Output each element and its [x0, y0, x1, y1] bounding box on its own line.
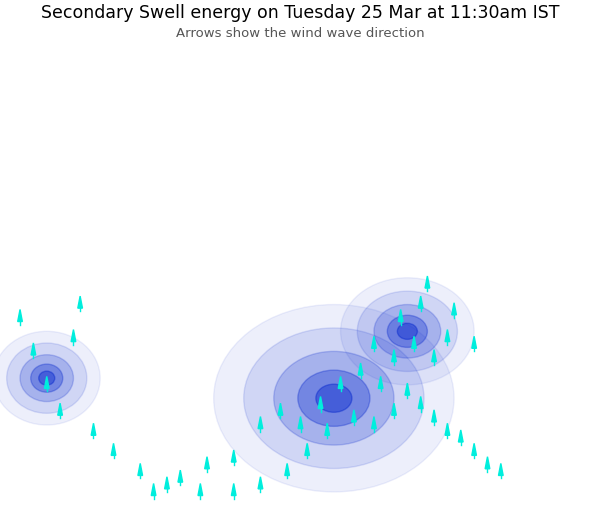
Text: Arrows show the wind wave direction: Arrows show the wind wave direction [176, 28, 425, 40]
Polygon shape [485, 457, 490, 469]
Polygon shape [352, 410, 356, 422]
Polygon shape [231, 483, 236, 496]
Polygon shape [338, 376, 343, 389]
Polygon shape [432, 410, 436, 422]
Polygon shape [459, 430, 463, 442]
Ellipse shape [387, 315, 427, 347]
Ellipse shape [244, 328, 424, 468]
Ellipse shape [374, 305, 441, 358]
Ellipse shape [341, 278, 474, 385]
Polygon shape [138, 463, 142, 476]
Polygon shape [371, 336, 376, 348]
Ellipse shape [274, 351, 394, 445]
Polygon shape [425, 276, 430, 288]
Polygon shape [71, 330, 76, 342]
Polygon shape [418, 296, 423, 308]
Polygon shape [378, 376, 383, 389]
Polygon shape [205, 457, 209, 469]
Polygon shape [445, 330, 450, 342]
Polygon shape [231, 450, 236, 462]
Polygon shape [258, 417, 263, 429]
Polygon shape [498, 463, 503, 476]
Polygon shape [78, 296, 82, 308]
Polygon shape [392, 403, 396, 415]
Polygon shape [165, 477, 169, 489]
Polygon shape [58, 403, 63, 415]
Polygon shape [278, 403, 283, 415]
Polygon shape [432, 350, 436, 361]
Ellipse shape [20, 355, 73, 401]
Polygon shape [44, 376, 49, 389]
Polygon shape [151, 483, 156, 496]
Polygon shape [318, 396, 323, 409]
Polygon shape [418, 396, 423, 409]
Ellipse shape [316, 384, 352, 412]
Ellipse shape [214, 305, 454, 492]
Polygon shape [17, 309, 22, 322]
Ellipse shape [31, 364, 63, 392]
Text: Secondary Swell energy on Tuesday 25 Mar at 11:30am IST: Secondary Swell energy on Tuesday 25 Mar… [41, 4, 560, 22]
Polygon shape [472, 336, 477, 348]
Polygon shape [398, 309, 403, 322]
Polygon shape [325, 423, 329, 435]
Polygon shape [358, 363, 363, 375]
Polygon shape [412, 336, 416, 348]
Polygon shape [452, 303, 456, 315]
Polygon shape [305, 443, 310, 455]
Polygon shape [198, 483, 203, 496]
Polygon shape [405, 383, 410, 395]
Polygon shape [111, 443, 116, 455]
Polygon shape [445, 423, 450, 435]
Polygon shape [285, 463, 290, 476]
Polygon shape [472, 443, 477, 455]
Polygon shape [258, 477, 263, 489]
Ellipse shape [357, 291, 457, 371]
Ellipse shape [298, 370, 370, 426]
Ellipse shape [0, 331, 100, 425]
Ellipse shape [7, 343, 87, 413]
Polygon shape [91, 423, 96, 435]
Ellipse shape [397, 323, 417, 339]
Ellipse shape [38, 371, 55, 385]
Polygon shape [298, 417, 303, 429]
Polygon shape [31, 343, 35, 355]
Polygon shape [392, 350, 396, 361]
Polygon shape [178, 470, 183, 482]
Polygon shape [371, 417, 376, 429]
